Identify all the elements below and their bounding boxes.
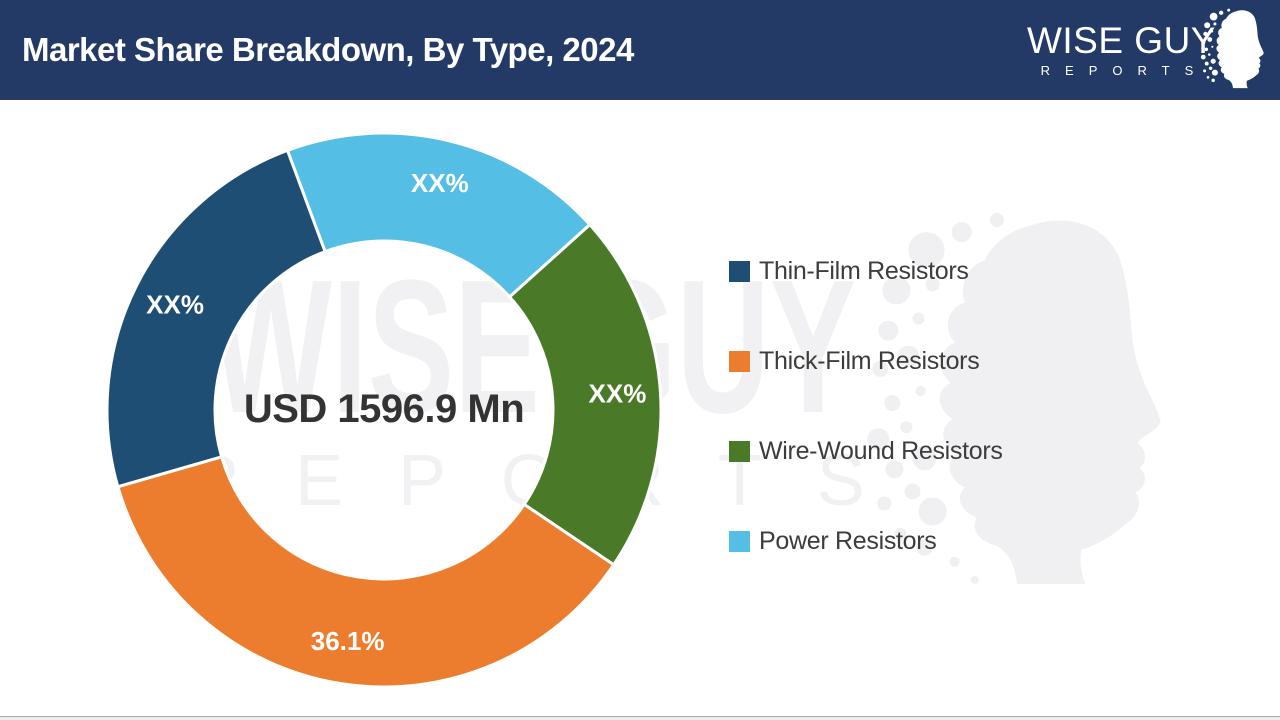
legend-label: Thick-Film Resistors	[759, 346, 980, 375]
donut-slice-wire-wound-resistors[interactable]	[507, 222, 663, 567]
legend-item-thin-film-resistors[interactable]: Thin-Film Resistors	[729, 226, 1003, 316]
legend-item-wire-wound-resistors[interactable]: Wire-Wound Resistors	[729, 406, 1003, 496]
bottom-divider	[0, 716, 1280, 720]
brand-logo-text: WISE GUY REPORTS	[1026, 20, 1216, 78]
slice-percentage-label: 36.1%	[311, 626, 385, 656]
legend-item-thick-film-resistors[interactable]: Thick-Film Resistors	[729, 316, 1003, 406]
legend-label: Thin-Film Resistors	[759, 256, 969, 285]
head-profile-icon	[1200, 8, 1264, 89]
page-title: Market Share Breakdown, By Type, 2024	[22, 31, 634, 68]
legend-label: Power Resistors	[759, 526, 937, 555]
donut-slice-power-resistors[interactable]	[285, 131, 592, 300]
legend-swatch-icon	[729, 350, 750, 372]
legend-swatch-icon	[729, 260, 750, 282]
chart-center-value: USD 1596.9 Mn	[243, 386, 525, 431]
header-bar: Market Share Breakdown, By Type, 2024 WI…	[0, 0, 1280, 100]
donut-slice-thin-film-resistors[interactable]	[105, 148, 328, 489]
chart-legend: Thin-Film Resistors Thick-Film Resistors…	[729, 226, 1003, 586]
legend-label: Wire-Wound Resistors	[759, 436, 1003, 465]
legend-swatch-icon	[729, 440, 750, 462]
slice-percentage-label: XX%	[589, 379, 647, 409]
brand-subtitle: REPORTS	[1040, 62, 1209, 78]
legend-item-power-resistors[interactable]: Power Resistors	[729, 496, 1003, 586]
brand-name: WISE GUY	[1026, 20, 1216, 62]
legend-swatch-icon	[729, 530, 750, 552]
brand-logo: WISE GUY REPORTS	[1027, 6, 1266, 94]
slice-percentage-label: XX%	[411, 168, 469, 198]
donut-slice-thick-film-resistors[interactable]	[115, 454, 616, 689]
slice-percentage-label: XX%	[146, 290, 204, 320]
